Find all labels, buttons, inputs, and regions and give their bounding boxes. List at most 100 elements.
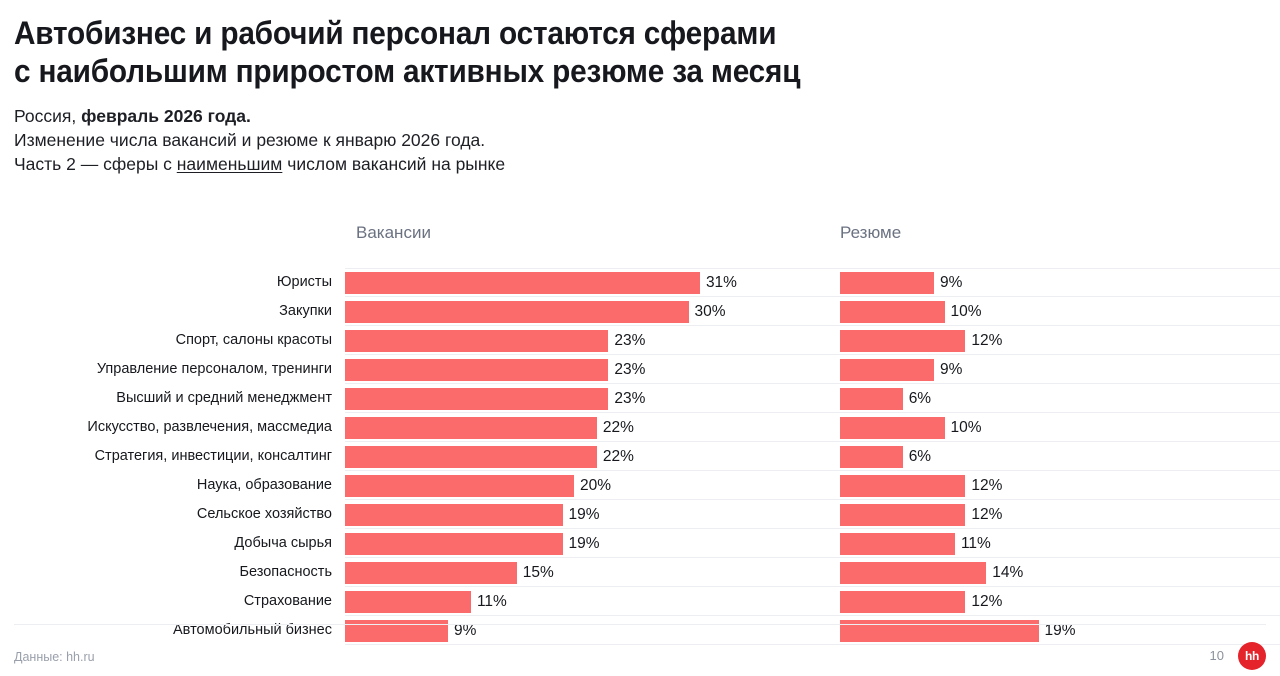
row-divider — [345, 412, 1280, 413]
vacancies-bar — [345, 416, 597, 439]
row-divider — [345, 499, 1280, 500]
vacancies-bar-track: 22% — [345, 413, 805, 442]
vacancies-bar-track: 23% — [345, 355, 805, 384]
vacancies-bar-track: 9% — [345, 616, 805, 645]
vacancies-bar — [345, 474, 574, 497]
subtitle-line-2: Изменение числа вакансий и резюме к янва… — [14, 130, 486, 150]
chart-row: Автомобильный бизнес 9% 19% — [0, 616, 1280, 645]
category-label: Страхование — [243, 593, 332, 609]
resumes-bar-track: 10% — [840, 297, 1140, 326]
vacancies-bar-value: 23% — [614, 390, 646, 407]
row-divider — [345, 470, 1280, 471]
vacancies-bar-value: 22% — [602, 448, 634, 465]
vacancies-bar-track: 30% — [345, 297, 805, 326]
resumes-bar — [840, 532, 955, 555]
resumes-bar-track: 12% — [840, 587, 1140, 616]
resumes-bar-value: 6% — [908, 448, 932, 465]
subtitle-region: Россия, — [14, 106, 82, 126]
category-label: Безопасность — [239, 564, 333, 580]
chart-row: Безопасность 15% 14% — [0, 558, 1280, 587]
chart-row: Добыча сырья 19% 11% — [0, 529, 1280, 558]
vacancies-bar — [345, 561, 517, 584]
resumes-bar-track: 9% — [840, 268, 1140, 297]
vacancies-bar — [345, 300, 689, 323]
resumes-bar — [840, 300, 945, 323]
resumes-bar — [840, 271, 935, 294]
resumes-bar-value: 10% — [950, 303, 982, 320]
column-header-vacancies: Вакансии — [356, 223, 431, 242]
hh-logo-icon: hh — [1238, 642, 1266, 670]
page-number: 10 — [1209, 648, 1224, 663]
vacancies-bar-value: 15% — [522, 564, 554, 581]
vacancies-bar-value: 11% — [476, 593, 507, 610]
subtitle-period: февраль 2026 года. — [81, 106, 251, 126]
resumes-bar-track: 12% — [840, 326, 1140, 355]
resumes-bar-value: 12% — [971, 506, 1003, 523]
resumes-bar-track: 19% — [840, 616, 1140, 645]
vacancies-bar — [345, 387, 609, 410]
row-divider — [345, 296, 1280, 297]
page-title: Автобизнес и рабочий персонал остаются с… — [14, 15, 801, 89]
vacancies-bar — [345, 503, 563, 526]
subtitle-emphasis: наименьшим — [176, 154, 283, 174]
category-label: Высший и средний менеджмент — [116, 390, 332, 406]
category-label: Закупки — [279, 303, 332, 319]
footer-divider — [14, 624, 1266, 625]
row-divider — [345, 586, 1280, 587]
resumes-bar — [840, 445, 903, 468]
resumes-bar — [840, 474, 966, 497]
category-label: Юристы — [276, 274, 332, 290]
resumes-bar-value: 12% — [971, 593, 1003, 610]
category-label: Сельское хозяйство — [196, 506, 332, 522]
subtitle-part-suffix: числом вакансий на рынке — [282, 154, 506, 174]
vacancies-bar-track: 23% — [345, 384, 805, 413]
vacancies-bar — [345, 445, 597, 468]
subtitle-part-prefix: Часть 2 — сферы с — [14, 154, 177, 174]
vacancies-bar-value: 30% — [694, 303, 726, 320]
row-divider — [345, 528, 1280, 529]
resumes-bar — [840, 561, 987, 584]
vacancies-bar-track: 22% — [345, 442, 805, 471]
row-divider — [345, 354, 1280, 355]
category-label: Автомобильный бизнес — [173, 622, 332, 638]
vacancies-bar-track: 23% — [345, 326, 805, 355]
column-header-resumes: Резюме — [840, 223, 902, 242]
chart-area: Юристы 31% 9% Закупки 30% 10% Спорт, салоны кр… — [0, 268, 1280, 645]
chart-row: Управление персоналом, тренинги 23% 9% — [0, 355, 1280, 384]
chart-row: Наука, образование 20% 12% — [0, 471, 1280, 500]
resumes-bar — [840, 387, 903, 410]
resumes-bar-value: 12% — [971, 332, 1003, 349]
resumes-bar — [840, 358, 935, 381]
resumes-bar-track: 11% — [840, 529, 1140, 558]
vacancies-bar-track: 15% — [345, 558, 805, 587]
chart-row: Закупки 30% 10% — [0, 297, 1280, 326]
chart-row: Искусство, развлечения, массмедиа 22% 10% — [0, 413, 1280, 442]
chart-row: Высший и средний менеджмент 23% 6% — [0, 384, 1280, 413]
resumes-bar-value: 6% — [908, 390, 932, 407]
chart-row: Спорт, салоны красоты 23% 12% — [0, 326, 1280, 355]
source-note: Данные: hh.ru — [14, 650, 95, 664]
vacancies-bar-value: 19% — [568, 506, 600, 523]
vacancies-bar-track: 19% — [345, 500, 805, 529]
vacancies-bar — [345, 532, 563, 555]
resumes-bar-value: 12% — [971, 477, 1003, 494]
vacancies-bar-track: 31% — [345, 268, 805, 297]
vacancies-bar — [345, 590, 471, 613]
subtitle-line-3: Часть 2 — сферы с наименьшим числом вака… — [14, 152, 1264, 176]
resumes-bar-track: 10% — [840, 413, 1140, 442]
chart-row: Сельское хозяйство 19% 12% — [0, 500, 1280, 529]
subtitle-line-1: Россия, февраль 2026 года. — [14, 104, 1264, 128]
resumes-bar-value: 9% — [940, 361, 963, 378]
vacancies-bar-value: 23% — [614, 332, 646, 349]
resumes-bar-track: 6% — [840, 384, 1140, 413]
category-label: Стратегия, инвестиции, консалтинг — [94, 448, 332, 464]
row-divider — [345, 557, 1280, 558]
vacancies-bar-value: 22% — [602, 419, 634, 436]
category-label: Наука, образование — [196, 477, 332, 493]
chart-row: Страхование 11% 12% — [0, 587, 1280, 616]
resumes-bar-track: 12% — [840, 500, 1140, 529]
category-label: Искусство, развлечения, массмедиа — [87, 419, 332, 435]
resumes-bar-track: 14% — [840, 558, 1140, 587]
row-divider — [345, 441, 1280, 442]
vacancies-bar-value: 31% — [705, 274, 737, 291]
